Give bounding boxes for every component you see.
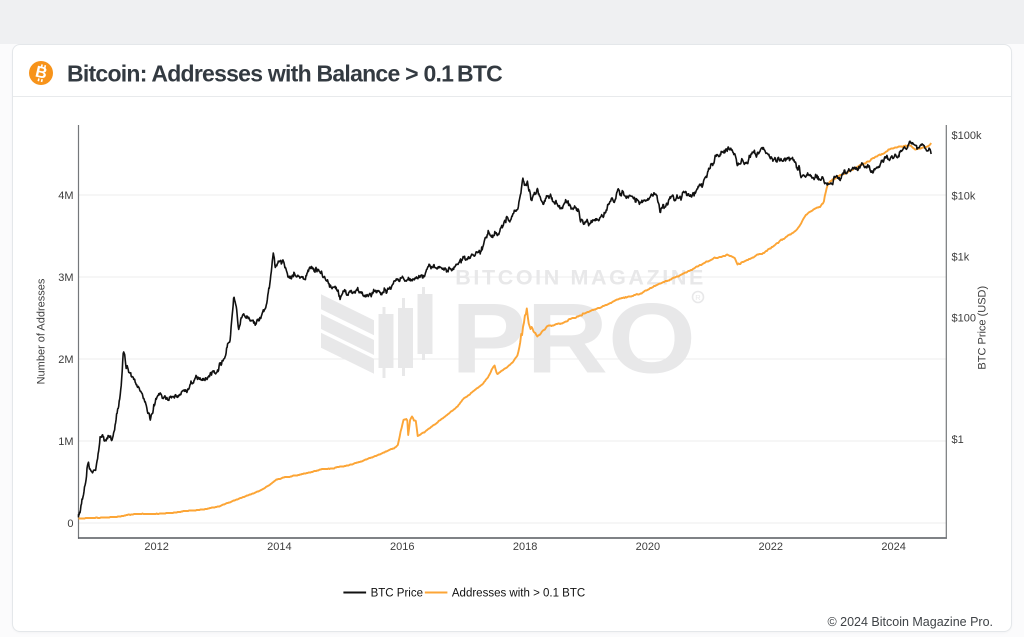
svg-text:2012: 2012 bbox=[144, 541, 168, 553]
svg-text:$1k: $1k bbox=[952, 252, 970, 264]
svg-text:BTC Price: BTC Price bbox=[371, 587, 423, 599]
svg-text:$100k: $100k bbox=[952, 130, 982, 142]
svg-text:BITCOIN MAGAZINE: BITCOIN MAGAZINE bbox=[455, 266, 706, 290]
svg-text:Number of Addresses: Number of Addresses bbox=[36, 278, 48, 384]
svg-text:BTC Price (USD): BTC Price (USD) bbox=[976, 286, 988, 370]
svg-text:1M: 1M bbox=[58, 436, 73, 448]
svg-text:$1: $1 bbox=[952, 434, 964, 446]
svg-text:3M: 3M bbox=[58, 272, 73, 284]
svg-text:$10k: $10k bbox=[952, 191, 976, 203]
svg-text:2016: 2016 bbox=[390, 541, 414, 553]
svg-text:PRO: PRO bbox=[451, 283, 696, 394]
svg-text:2014: 2014 bbox=[267, 541, 291, 553]
svg-text:2020: 2020 bbox=[636, 541, 660, 553]
svg-text:© 2024 Bitcoin Magazine Pro.: © 2024 Bitcoin Magazine Pro. bbox=[827, 615, 993, 629]
svg-text:2018: 2018 bbox=[513, 541, 537, 553]
svg-text:$100: $100 bbox=[952, 312, 976, 324]
svg-text:Addresses with > 0.1 BTC: Addresses with > 0.1 BTC bbox=[452, 587, 585, 599]
svg-text:2022: 2022 bbox=[759, 541, 783, 553]
svg-text:0: 0 bbox=[67, 518, 73, 530]
svg-text:R: R bbox=[695, 293, 701, 302]
svg-text:B: B bbox=[34, 64, 49, 83]
svg-text:Bitcoin: Addresses with Balanc: Bitcoin: Addresses with Balance > 0.1 BT… bbox=[67, 61, 502, 87]
svg-text:4M: 4M bbox=[58, 190, 73, 202]
svg-text:2M: 2M bbox=[58, 354, 73, 366]
svg-text:2024: 2024 bbox=[881, 541, 905, 553]
